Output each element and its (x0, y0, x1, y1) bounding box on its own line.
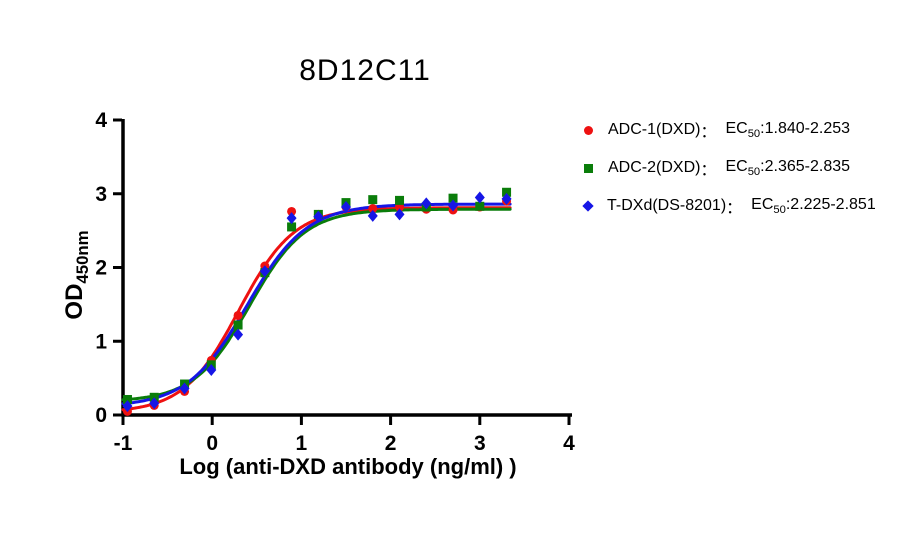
legend-separator: ： (726, 200, 743, 217)
data-point-square (122, 395, 132, 405)
x-tick-label: 1 (296, 432, 308, 455)
y-tick-label: 0 (95, 404, 107, 427)
data-point-square (368, 195, 378, 205)
x-tick-label: 2 (385, 432, 397, 455)
y-axis-label: OD450nm (61, 175, 92, 375)
legend-circle-marker-icon (584, 125, 593, 135)
ec-range: :2.365-2.835 (760, 157, 851, 175)
data-point-diamond (206, 364, 217, 377)
x-tick-label: 0 (206, 432, 218, 455)
legend: ADC-1(DXD)： EC50:1.840-2.253 ADC-2(DXD)： E… (582, 118, 876, 232)
ec-subscript: 50 (773, 204, 786, 217)
data-point-square (395, 195, 405, 205)
ec-range: :2.225-2.851 (785, 195, 876, 213)
data-point-diamond (341, 201, 351, 214)
data-point-circle (368, 204, 378, 213)
x-tick-label: -1 (114, 432, 133, 455)
ec-prefix: EC (725, 119, 748, 137)
data-point-square (475, 201, 485, 211)
y-tick-label: 1 (95, 330, 107, 353)
y-tick-label: 4 (95, 109, 107, 132)
data-point-diamond (421, 197, 432, 210)
legend-separator: ： (700, 162, 717, 179)
data-point-square (448, 193, 458, 203)
data-point-diamond (286, 212, 297, 225)
legend-separator: ： (700, 124, 717, 141)
ec-subscript: 50 (747, 166, 761, 179)
fit-curve-circle (121, 206, 512, 412)
data-point-diamond (448, 199, 459, 212)
legend-item-adc1: ADC-1(DXD)： EC50:1.840-2.253 (584, 118, 876, 142)
fit-curve-square (121, 207, 512, 402)
x-axis-label: Log (anti-DXD antibody (ng/ml) ) (179, 454, 517, 479)
data-point-square (502, 187, 512, 197)
y-axis-label-sub: 450nm (72, 230, 92, 284)
data-point-circle (287, 206, 297, 216)
ec-prefix: EC (725, 157, 748, 175)
ec-range: :1.840-2.253 (760, 119, 851, 137)
data-point-diamond (367, 209, 378, 222)
data-point-diamond (394, 208, 405, 221)
legend-series-name: T-DXd(DS-8201) (607, 197, 727, 214)
chart-title: 8D12C11 (299, 54, 431, 87)
data-point-diamond (501, 192, 512, 205)
data-point-diamond (149, 397, 160, 410)
data-point-diamond (313, 210, 324, 223)
ec50-value: EC50:2.225-2.851 (751, 196, 876, 216)
data-point-diamond (259, 265, 270, 278)
ec-prefix: EC (751, 195, 774, 213)
ec-subscript: 50 (747, 128, 761, 141)
data-point-diamond (122, 400, 133, 413)
x-tick-label: 3 (474, 432, 486, 455)
x-tick-label: 4 (563, 432, 575, 455)
ec50-value: EC50:2.365-2.835 (725, 158, 850, 178)
y-axis-label-main: OD (61, 283, 88, 320)
data-point-square (287, 222, 297, 232)
legend-series-name: ADC-2(DXD) (608, 159, 701, 176)
legend-item-tdxd: T-DXd(DS-8201)： EC50:2.225-2.851 (582, 194, 876, 218)
ec50-value: EC50:1.840-2.253 (725, 120, 850, 140)
legend-series-name: ADC-1(DXD) (608, 121, 701, 138)
y-tick-label: 2 (95, 257, 107, 280)
legend-diamond-marker-icon (582, 200, 594, 212)
data-point-diamond (233, 328, 244, 341)
data-point-diamond (474, 191, 485, 204)
data-point-circle (233, 310, 243, 320)
axes (121, 119, 572, 417)
legend-square-marker-icon (584, 163, 593, 173)
data-point-square (233, 320, 243, 330)
data-point-diamond (179, 382, 190, 395)
fit-curve-diamond (121, 202, 512, 406)
y-tick-label: 3 (95, 183, 107, 206)
legend-item-adc2: ADC-2(DXD)： EC50:2.365-2.835 (584, 156, 876, 180)
